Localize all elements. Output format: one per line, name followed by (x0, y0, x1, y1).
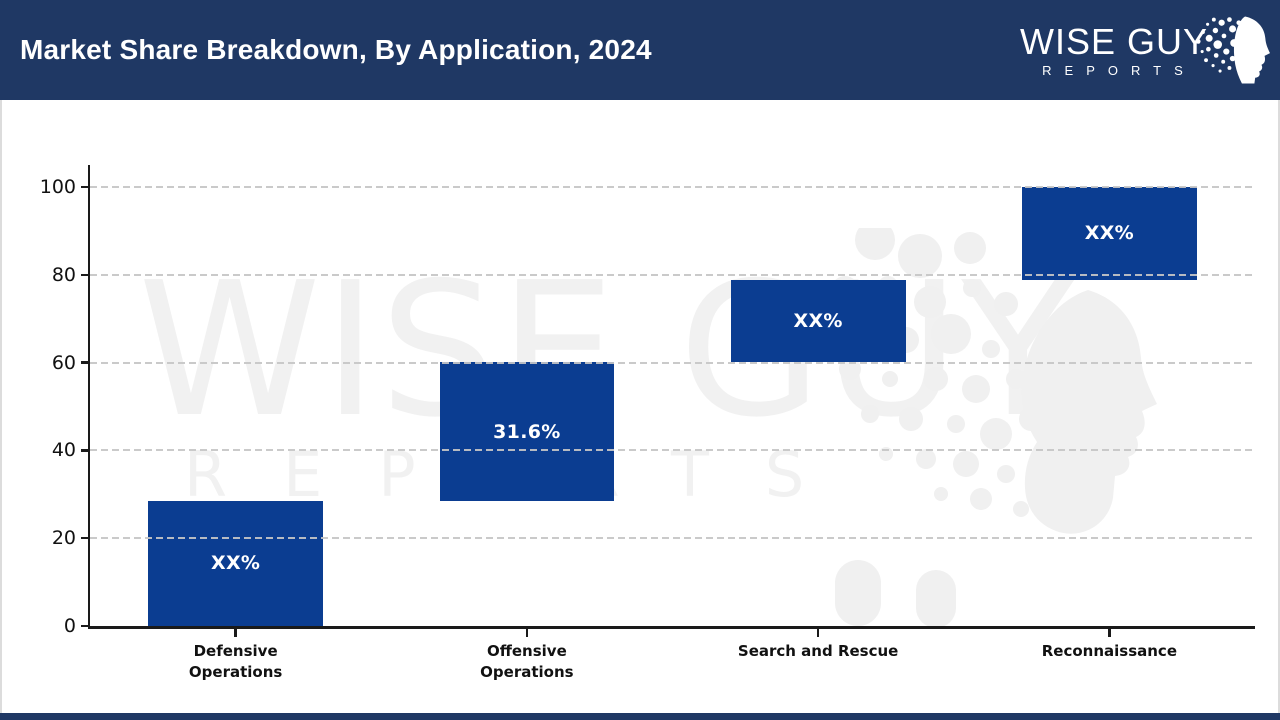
y-tick-label: 60 (51, 351, 76, 374)
y-tick-label: 80 (51, 263, 76, 286)
gridline (90, 537, 1255, 540)
page-title: Market Share Breakdown, By Application, … (20, 34, 652, 65)
bar: 31.6% (439, 362, 615, 501)
bar-value-label: XX% (211, 552, 261, 575)
x-tick (234, 628, 237, 637)
y-tick-label: 100 (39, 176, 76, 198)
x-category-label: Offensive Operations (480, 642, 574, 681)
logo-head-icon (1195, 16, 1270, 84)
x-tick (525, 628, 529, 637)
x-tick (1108, 628, 1111, 637)
y-tick (81, 536, 90, 540)
logo-wordmark: WISE GUY (1019, 20, 1208, 62)
gridline (90, 449, 1255, 452)
y-tick (81, 449, 90, 452)
wise-guy-logo: WISE GUY REPORTS (1020, 6, 1270, 94)
gridline (90, 186, 1255, 188)
x-category-label: Defensive Operations (188, 642, 283, 681)
y-tick-label: 40 (51, 439, 76, 462)
y-tick (81, 624, 90, 628)
bar: XX% (148, 500, 323, 626)
bar-value-label: 31.6% (493, 420, 561, 443)
y-tick (81, 361, 90, 364)
x-category-label: Reconnaissance (1041, 642, 1177, 660)
x-axis-spine (87, 626, 1255, 629)
x-category-label: Search and Rescue (737, 642, 899, 660)
y-axis-spine (87, 165, 90, 629)
y-tick (81, 185, 90, 189)
bar-value-label: XX% (1084, 222, 1134, 245)
gridline (90, 361, 1255, 364)
footer-bar (0, 713, 1280, 720)
header-bar: Market Share Breakdown, By Application, … (0, 0, 1280, 100)
x-tick (816, 628, 820, 637)
bar: XX% (1022, 187, 1197, 280)
gridline (90, 273, 1255, 276)
logo-text: WISE GUY REPORTS (1019, 20, 1208, 78)
logo-subtitle: REPORTS (1042, 62, 1196, 78)
y-tick-label: 20 (51, 527, 76, 550)
bar-value-label: XX% (793, 309, 843, 332)
bar: XX% (730, 279, 906, 363)
y-tick-label: 0 (63, 615, 76, 637)
y-tick (81, 273, 90, 277)
